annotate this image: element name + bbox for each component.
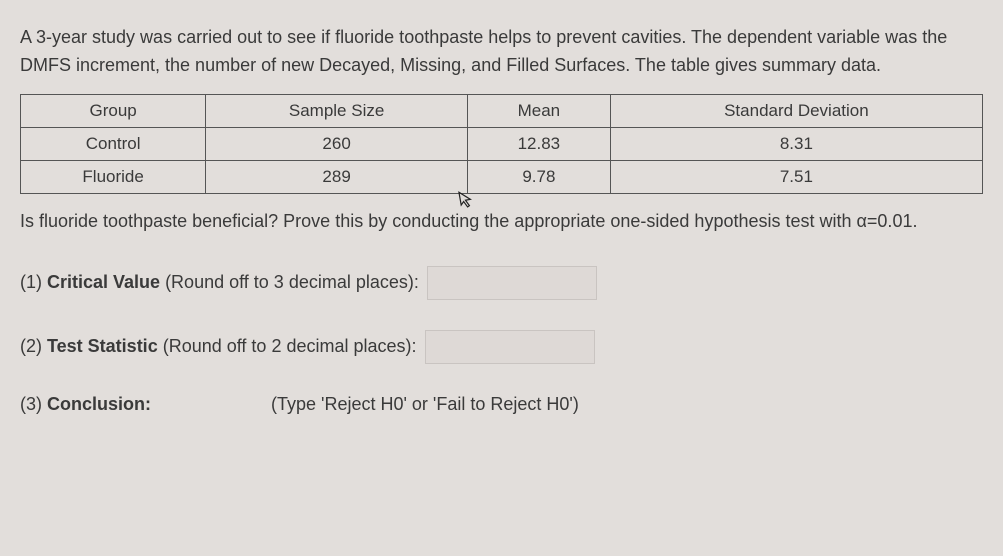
question-1-row: (1) Critical Value (Round off to 3 decim… — [20, 266, 983, 300]
q3-hint: (Type 'Reject H0' or 'Fail to Reject H0'… — [271, 394, 579, 415]
q2-rest: (Round off to 2 decimal places): — [158, 336, 417, 356]
q3-label: (3) Conclusion: — [20, 394, 151, 415]
q3-bold: Conclusion: — [47, 394, 151, 414]
table-row: Control 260 12.83 8.31 — [21, 127, 983, 160]
question-2-row: (2) Test Statistic (Round off to 2 decim… — [20, 330, 983, 364]
cell: Control — [21, 127, 206, 160]
q1-label: (1) Critical Value (Round off to 3 decim… — [20, 272, 419, 293]
q3-num: (3) — [20, 394, 47, 414]
intro-paragraph: A 3-year study was carried out to see if… — [20, 24, 983, 80]
q2-label: (2) Test Statistic (Round off to 2 decim… — [20, 336, 417, 357]
q1-num: (1) — [20, 272, 47, 292]
q1-bold: Critical Value — [47, 272, 160, 292]
col-header: Standard Deviation — [610, 94, 982, 127]
table-row: Fluoride 289 9.78 7.51 — [21, 160, 983, 193]
question-3-row: (3) Conclusion: (Type 'Reject H0' or 'Fa… — [20, 394, 983, 415]
q1-rest: (Round off to 3 decimal places): — [160, 272, 419, 292]
question-text: Is fluoride toothpaste beneficial? Prove… — [20, 208, 983, 236]
q2-bold: Test Statistic — [47, 336, 158, 356]
q2-num: (2) — [20, 336, 47, 356]
col-header: Sample Size — [206, 94, 468, 127]
cell: 9.78 — [467, 160, 610, 193]
table-header-row: Group Sample Size Mean Standard Deviatio… — [21, 94, 983, 127]
cell: Fluoride — [21, 160, 206, 193]
test-statistic-input[interactable] — [425, 330, 595, 364]
data-table: Group Sample Size Mean Standard Deviatio… — [20, 94, 983, 194]
cell: 8.31 — [610, 127, 982, 160]
cell: 289 — [206, 160, 468, 193]
cell: 260 — [206, 127, 468, 160]
cell: 7.51 — [610, 160, 982, 193]
cell: 12.83 — [467, 127, 610, 160]
col-header: Mean — [467, 94, 610, 127]
critical-value-input[interactable] — [427, 266, 597, 300]
col-header: Group — [21, 94, 206, 127]
